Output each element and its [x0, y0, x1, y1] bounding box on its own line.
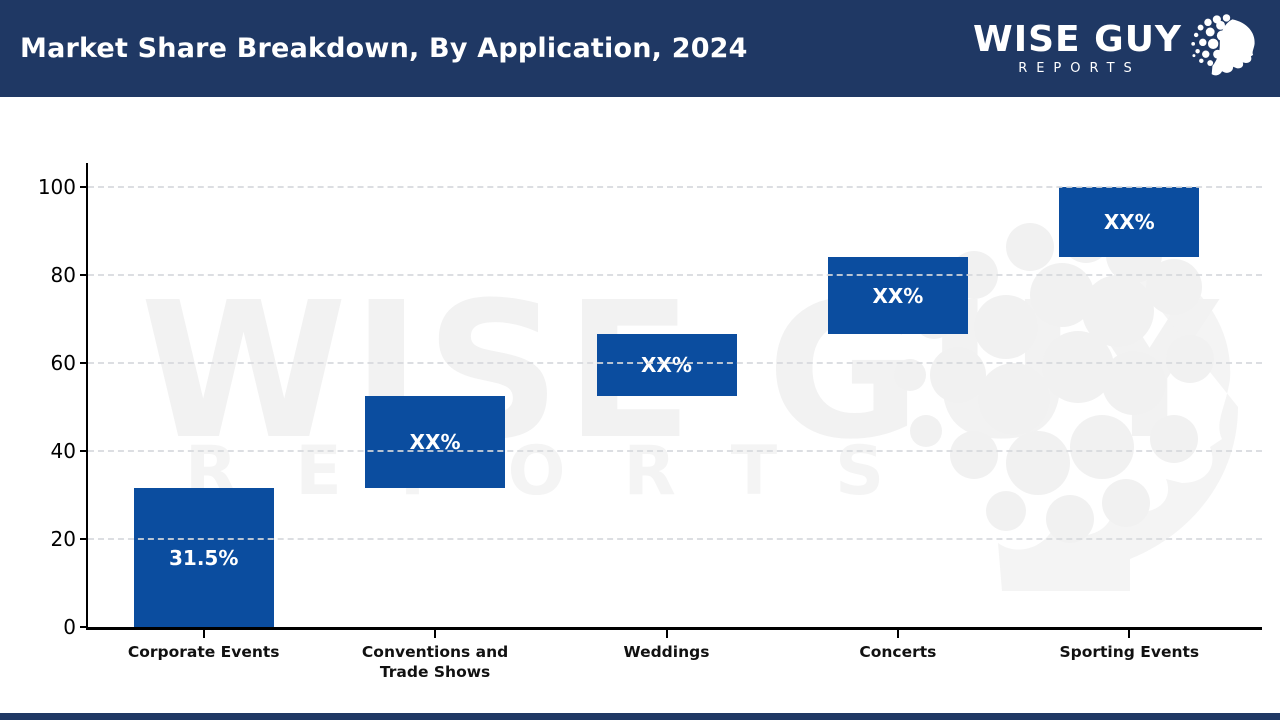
bar-3: XX%: [827, 257, 968, 335]
bar-0: 31.5%: [133, 488, 274, 627]
x-tick-0: [202, 630, 205, 638]
plot-area: 0 20 40 60 80 100 31.5% Corporate Events XX% Conv…: [0, 97, 1280, 713]
bar-value-label-3: XX%: [872, 283, 924, 308]
x-category-label-4: Sporting Events: [1059, 643, 1200, 661]
y-tick-20: [80, 538, 88, 540]
logo-head-icon: [1191, 13, 1255, 75]
watermark-subtitle: REPORTS: [185, 432, 943, 511]
bar-2: XX%: [596, 334, 737, 396]
x-tick-1: [434, 630, 437, 638]
bar-value-label-0: 31.5%: [168, 545, 239, 570]
logo-wordmark: WISE GUY: [972, 19, 1182, 60]
gridline-80: [88, 274, 1262, 276]
x-tick-2: [665, 630, 668, 638]
gridline-100: [88, 186, 1262, 188]
bar-value-label-2: XX%: [641, 353, 692, 378]
chart-title: Market Share Breakdown, By Application, …: [20, 33, 748, 64]
y-tick-80: [80, 274, 88, 276]
logo-subtitle: REPORTS: [1018, 61, 1141, 76]
y-tick-100: [80, 186, 88, 188]
gridline-60: [88, 362, 1262, 364]
header-bar: Market Share Breakdown, By Application, …: [0, 0, 1280, 97]
wiseguy-logo: WISE GUY REPORTS: [973, 10, 1262, 88]
x-category-label-2: Weddings: [623, 643, 710, 661]
footer-bar: [0, 713, 1280, 720]
x-tick-4: [1128, 630, 1131, 638]
bar-4: XX%: [1059, 187, 1200, 258]
y-tick-label-100: 100: [37, 175, 76, 199]
y-tick-60: [80, 362, 88, 364]
x-tick-3: [896, 630, 899, 638]
gridline-40: [88, 450, 1262, 452]
y-tick-label-0: 0: [63, 615, 76, 639]
y-tick-40: [80, 450, 88, 452]
y-tick-label-80: 80: [50, 263, 76, 287]
bar-value-label-4: XX%: [1103, 210, 1155, 235]
y-tick-label-20: 20: [50, 527, 76, 551]
y-axis: [86, 163, 88, 629]
bar-1: XX%: [365, 396, 506, 489]
gridline-20: [88, 538, 1262, 540]
y-tick-label-40: 40: [50, 439, 76, 463]
x-category-label-0: Corporate Events: [127, 643, 280, 661]
y-tick-0: [80, 626, 88, 628]
x-category-label-1: Conventions and Trade Shows: [361, 643, 509, 682]
x-axis: [86, 627, 1262, 630]
y-tick-label-60: 60: [50, 351, 76, 375]
x-category-label-3: Concerts: [859, 643, 937, 661]
